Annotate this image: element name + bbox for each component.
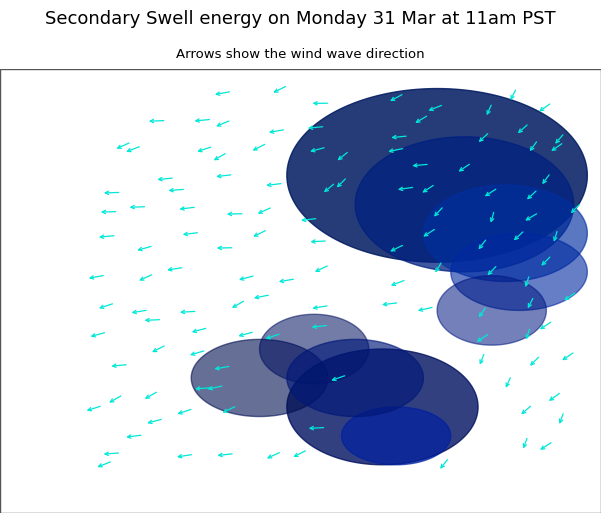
- Polygon shape: [451, 233, 587, 310]
- Polygon shape: [355, 137, 574, 272]
- Polygon shape: [287, 340, 424, 417]
- Text: Secondary Swell energy on Monday 31 Mar at 11am PST: Secondary Swell energy on Monday 31 Mar …: [45, 10, 556, 28]
- Polygon shape: [191, 340, 328, 417]
- Polygon shape: [341, 407, 451, 465]
- Polygon shape: [437, 275, 546, 345]
- Polygon shape: [260, 314, 369, 384]
- Polygon shape: [287, 349, 478, 465]
- Polygon shape: [424, 185, 587, 282]
- Text: Arrows show the wind wave direction: Arrows show the wind wave direction: [176, 48, 425, 61]
- Polygon shape: [287, 89, 587, 262]
- Bar: [0, 69, 601, 513]
